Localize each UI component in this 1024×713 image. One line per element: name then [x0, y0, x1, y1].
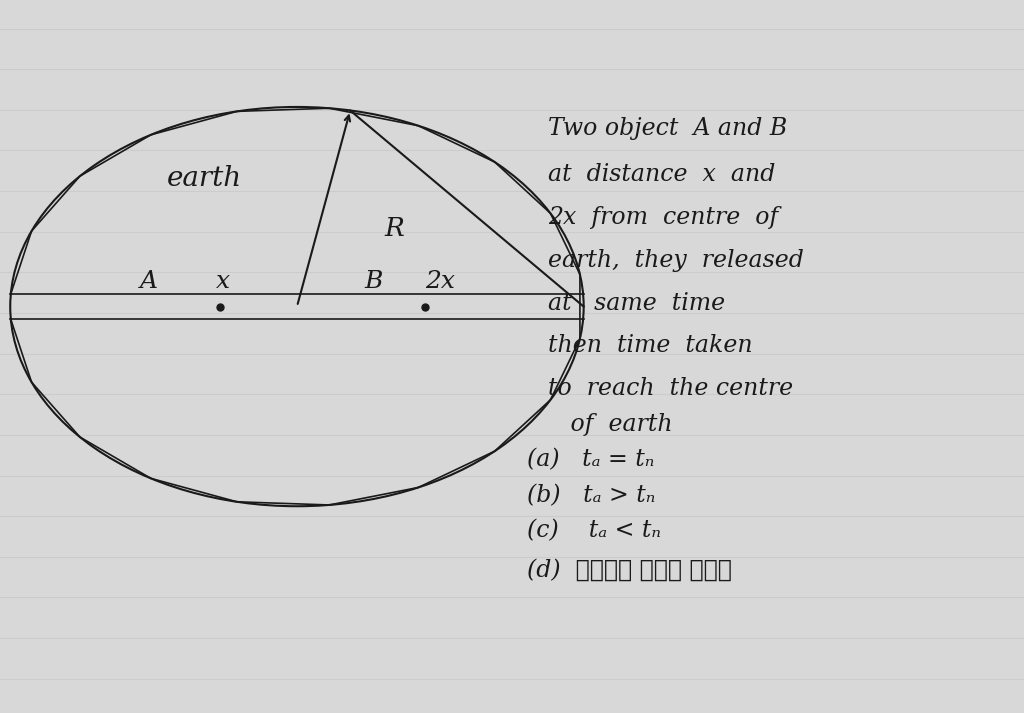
Text: A: A	[139, 270, 158, 293]
Text: 2x  from  centre  of: 2x from centre of	[548, 206, 778, 229]
Text: R: R	[384, 215, 404, 241]
Text: (a)   tₐ = tₙ: (a) tₐ = tₙ	[527, 448, 654, 471]
Text: Two object  A and B: Two object A and B	[548, 117, 787, 140]
Text: x: x	[216, 270, 230, 293]
Text: at   same  time: at same time	[548, 292, 725, 314]
Text: to  reach  the centre: to reach the centre	[548, 377, 793, 400]
Text: (b)   tₐ > tₙ: (b) tₐ > tₙ	[527, 484, 655, 507]
Text: (d)  नहीं समझ आया: (d) नहीं समझ आया	[527, 559, 732, 582]
Text: earth,  they  released: earth, they released	[548, 249, 804, 272]
Text: (c)    tₐ < tₙ: (c) tₐ < tₙ	[527, 520, 662, 543]
Text: at  distance  x  and: at distance x and	[548, 163, 775, 186]
Text: earth: earth	[167, 165, 243, 192]
Text: of  earth: of earth	[548, 413, 673, 436]
Text: then  time  taken: then time taken	[548, 334, 753, 357]
Text: 2x: 2x	[425, 270, 456, 293]
Text: B: B	[365, 270, 383, 293]
